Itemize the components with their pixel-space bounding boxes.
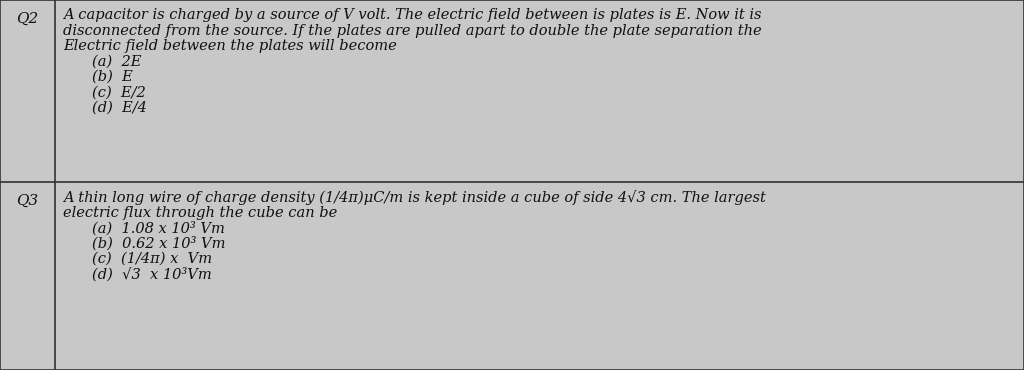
Text: A capacitor is charged by a source of V volt. The electric field between is plat: A capacitor is charged by a source of V … <box>63 8 762 22</box>
Text: (c)  (1/4π) x  Vm: (c) (1/4π) x Vm <box>92 252 212 266</box>
Text: Q2: Q2 <box>16 12 39 26</box>
Text: Q3: Q3 <box>16 194 39 208</box>
Text: Electric field between the plates will become: Electric field between the plates will b… <box>63 39 397 53</box>
Text: (c)  E/2: (c) E/2 <box>92 85 145 100</box>
Text: (d)  √3  x 10³Vm: (d) √3 x 10³Vm <box>92 268 212 282</box>
Text: (b)  E: (b) E <box>92 70 133 84</box>
Text: disconnected from the source. If the plates are pulled apart to double the plate: disconnected from the source. If the pla… <box>63 24 762 37</box>
Text: (a)  2E: (a) 2E <box>92 54 141 68</box>
Text: electric flux through the cube can be: electric flux through the cube can be <box>63 206 338 219</box>
Text: (a)  1.08 x 10³ Vm: (a) 1.08 x 10³ Vm <box>92 221 225 235</box>
Text: A thin long wire of charge density (1/4π)μC/m is kept inside a cube of side 4√3 : A thin long wire of charge density (1/4π… <box>63 190 766 205</box>
Text: (b)  0.62 x 10³ Vm: (b) 0.62 x 10³ Vm <box>92 236 225 251</box>
Text: (d)  E/4: (d) E/4 <box>92 101 146 115</box>
